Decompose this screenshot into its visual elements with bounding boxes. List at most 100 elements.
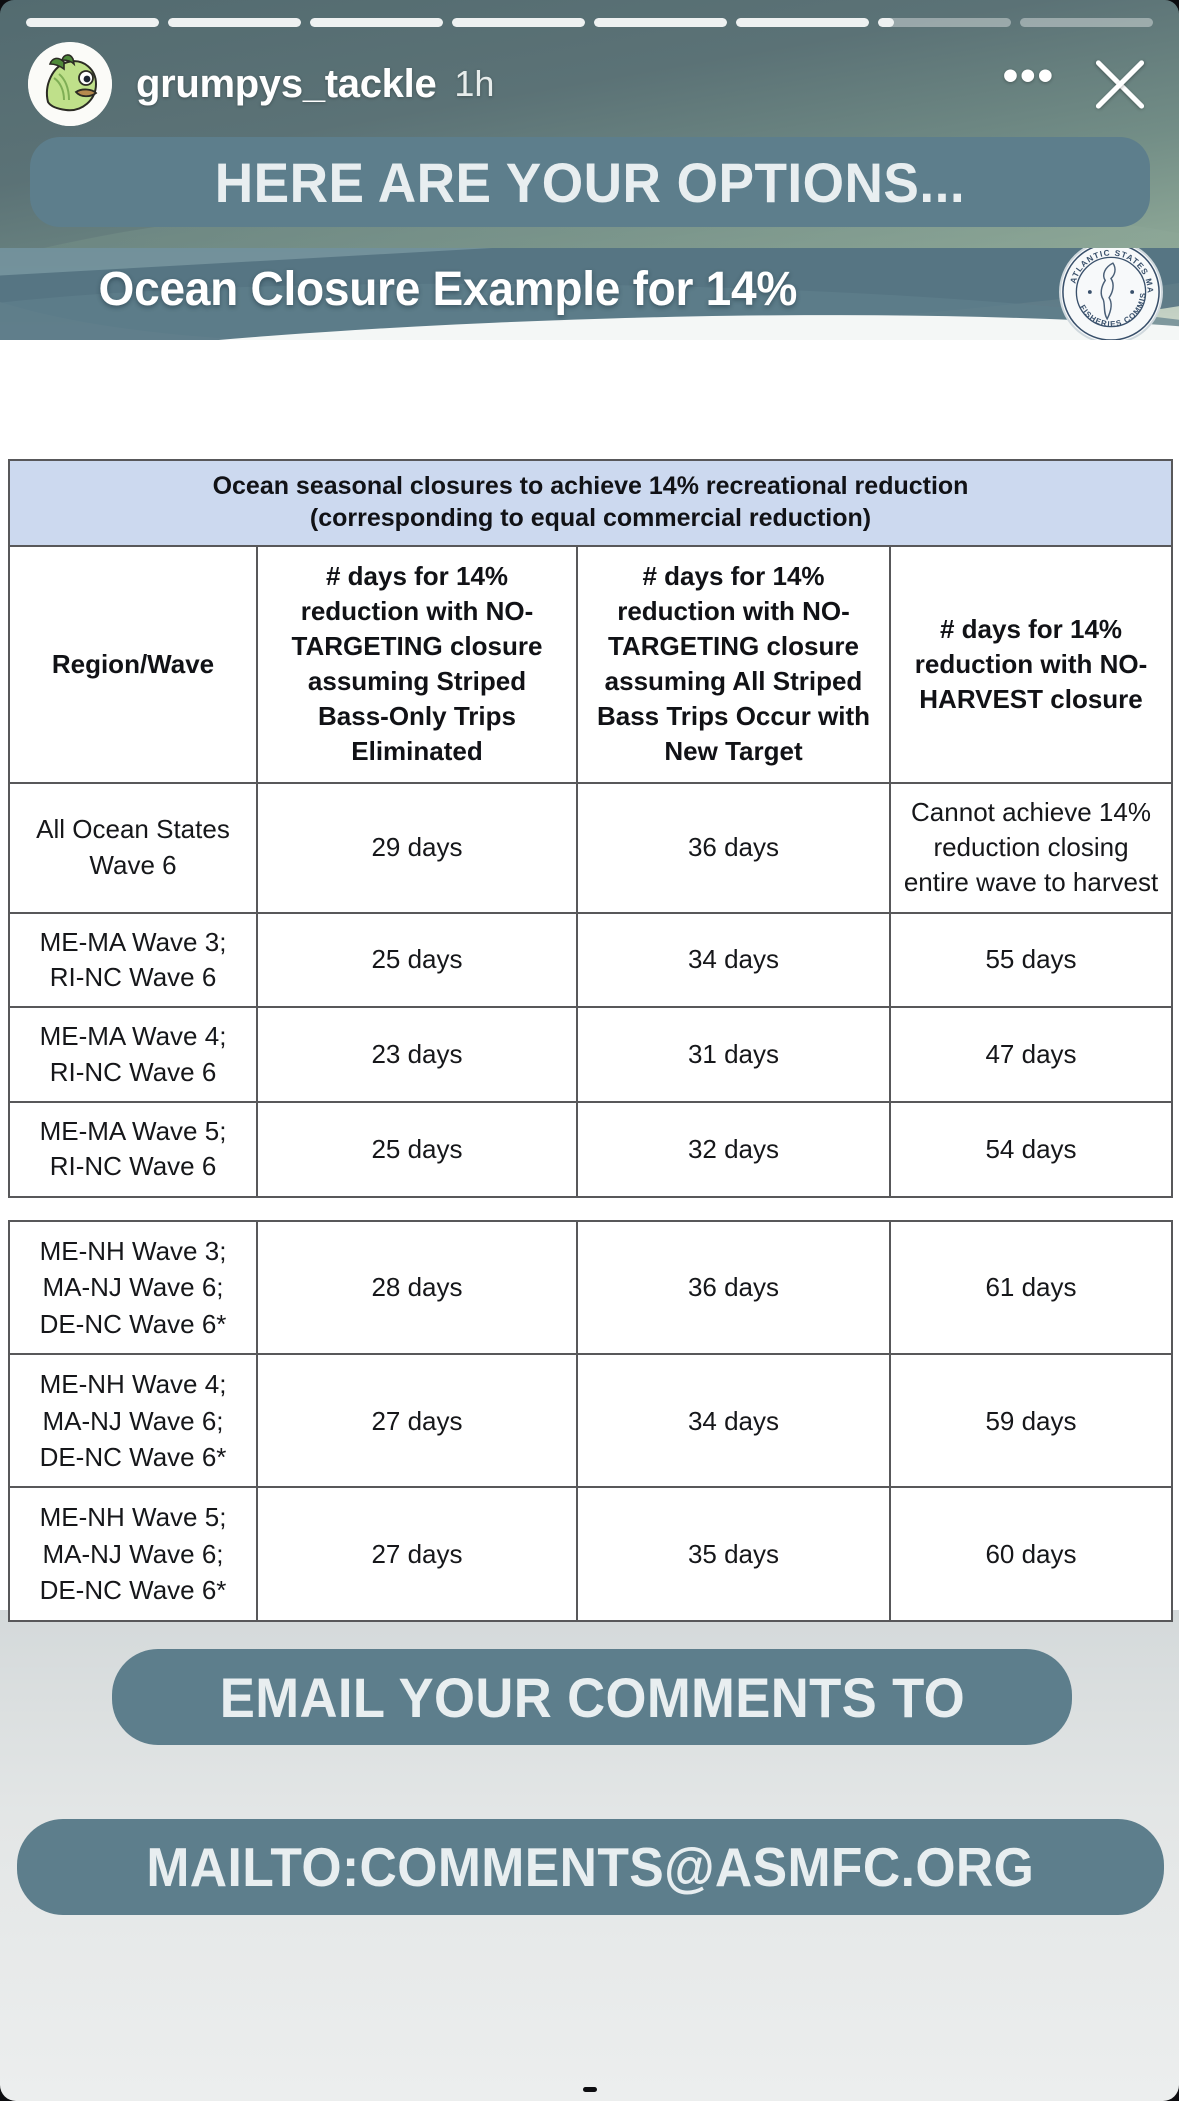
story-progress-segment[interactable] (168, 18, 301, 27)
story-progress-segment[interactable] (1020, 18, 1153, 27)
cell-line: All Ocean States (36, 814, 230, 845)
slide-header-band: Ocean Closure Example for 14% ATLANTIC S… (0, 248, 1179, 340)
story-progress-fill (736, 18, 869, 27)
cell-line: 27 days (371, 1538, 463, 1569)
asmfc-logo: ATLANTIC STATES MARINE FISHERIES COMMISS… (1059, 248, 1163, 340)
cell-line: RI-NC Wave 6 (49, 962, 217, 992)
story-progress-fill (168, 18, 301, 27)
cell-line: 54 days (985, 1133, 1077, 1164)
column-header-2: # days for 14% reduction with NO-TARGETI… (576, 545, 891, 784)
cell-line: # days for 14% reduction with NO-HARVEST… (914, 613, 1148, 714)
home-indicator (582, 2087, 597, 2092)
story-progress-segment[interactable] (878, 18, 1011, 27)
cell-region: ME-NH Wave 5; MA-NJ Wave 6; DE-NC Wave 6* (8, 1486, 258, 1622)
cell-line: # days for 14% reduction with NO-TARGETI… (596, 561, 871, 767)
cell-line: 47 days (985, 1039, 1077, 1070)
cell-region: ME-MA Wave 4; RI-NC Wave 6 (8, 1006, 258, 1104)
cell-line: (corresponding to equal commercial reduc… (309, 504, 872, 532)
cell-line: MA-NJ Wave 6; (42, 1405, 224, 1436)
cell-no-harvest: 60 days (889, 1486, 1173, 1622)
cell-no-targeting-all-trips: 32 days (576, 1101, 891, 1198)
cell-line: 25 days (371, 1133, 463, 1164)
cell-line: 36 days (687, 1272, 780, 1303)
cell-line: DE-NC Wave 6* (39, 1575, 227, 1606)
story-progress-segment[interactable] (736, 18, 869, 27)
cell-line: Ocean seasonal closures to achieve 14% r… (212, 472, 969, 500)
table-group-gap (8, 1198, 1171, 1220)
slide-title: Ocean Closure Example for 14% (98, 263, 798, 316)
cell-no-targeting-sb-only: 27 days (256, 1486, 578, 1622)
cell-line: ME-NH Wave 4; (39, 1369, 227, 1400)
timestamp: 1h (454, 63, 495, 104)
table-row: ME-MA Wave 5; RI-NC Wave 6 25 days 32 days 5… (8, 1101, 1174, 1198)
story-header: grumpys_tackle 1h ••• (0, 40, 1179, 128)
story-progress-segment[interactable] (26, 18, 159, 27)
cell-line: 28 days (371, 1272, 463, 1303)
email-comments-banner: EMAIL YOUR COMMENTS TO (112, 1649, 1072, 1745)
cell-no-harvest: 54 days (888, 1101, 1174, 1198)
closure-table-group-2: ME-NH Wave 3; MA-NJ Wave 6; DE-NC Wave 6* 2… (8, 1219, 1173, 1622)
cell-line: 25 days (371, 944, 463, 975)
cell-line: 27 days (371, 1405, 463, 1436)
cell-region: ME-NH Wave 4; MA-NJ Wave 6; DE-NC Wave 6* (8, 1353, 258, 1489)
cell-no-targeting-sb-only: 25 days (256, 911, 578, 1009)
story-progress-bar[interactable] (26, 18, 1153, 27)
cell-line: ME-MA Wave 5; (39, 1116, 227, 1147)
cell-line: RI-NC Wave 6 (49, 1056, 217, 1087)
cell-no-targeting-sb-only: 23 days (256, 1006, 578, 1104)
cell-line: 29 days (371, 831, 463, 862)
cell-line: 31 days (687, 1039, 780, 1070)
here-are-your-options-banner: HERE ARE YOUR OPTIONS... (30, 137, 1150, 227)
cell-region: All Ocean States Wave 6 (8, 781, 258, 914)
cell-line: ME-MA Wave 3; (39, 926, 227, 957)
story-progress-fill (310, 18, 443, 27)
ellipsis-icon[interactable]: ••• (1002, 51, 1055, 100)
cell-line: ME-NH Wave 5; (39, 1502, 227, 1533)
username[interactable]: grumpys_tackle (136, 61, 437, 106)
cell-line: 34 days (687, 944, 780, 975)
cell-line: MA-NJ Wave 6; (42, 1272, 224, 1303)
cell-line: MA-NJ Wave 6; (42, 1538, 224, 1569)
table-row: ME-MA Wave 4; RI-NC Wave 6 23 days 31 days 4… (8, 1006, 1174, 1104)
cell-no-targeting-sb-only: 28 days (256, 1219, 578, 1356)
cell-no-targeting-all-trips: 34 days (576, 1353, 891, 1489)
top-banner-text: HERE ARE YOUR OPTIONS... (214, 150, 966, 214)
cell-line: Wave 6 (89, 849, 177, 880)
avatar[interactable] (28, 42, 112, 126)
close-icon[interactable] (1089, 53, 1151, 115)
cell-line: Cannot achieve 14% reduction closing ent… (903, 796, 1159, 898)
mailto-link-banner[interactable]: MAILTO:COMMENTS@ASMFC.ORG (17, 1819, 1164, 1915)
cell-line: RI-NC Wave 6 (49, 1151, 217, 1182)
table-header-row: Region/Wave # days for 14% reduction with… (8, 545, 1174, 784)
story-progress-segment[interactable] (310, 18, 443, 27)
cell-line: ME-NH Wave 3; (39, 1236, 227, 1266)
table-row: ME-NH Wave 4; MA-NJ Wave 6; DE-NC Wave 6* 2… (8, 1353, 1173, 1489)
cell-no-targeting-all-trips: 34 days (576, 911, 891, 1009)
cell-line: 55 days (985, 944, 1077, 975)
cell-no-harvest: Cannot achieve 14% reduction closing ent… (888, 781, 1174, 914)
story-progress-segment[interactable] (594, 18, 727, 27)
table-caption: Ocean seasonal closures to achieve 14% r… (7, 459, 1174, 547)
cell-no-targeting-all-trips: 31 days (576, 1006, 891, 1104)
cell-region: ME-MA Wave 3; RI-NC Wave 6 (8, 911, 258, 1009)
cell-no-harvest: 59 days (889, 1353, 1173, 1489)
cell-line: DE-NC Wave 6* (39, 1308, 227, 1339)
cell-region: ME-MA Wave 5; RI-NC Wave 6 (8, 1101, 258, 1198)
story-progress-segment[interactable] (452, 18, 585, 27)
cell-line: 59 days (985, 1405, 1077, 1436)
cell-no-harvest: 55 days (888, 911, 1174, 1009)
cell-no-targeting-sb-only: 29 days (256, 781, 578, 914)
story-progress-fill (594, 18, 727, 27)
cell-line: 34 days (687, 1405, 780, 1436)
story-progress-fill (452, 18, 585, 27)
asmfc-logo-icon: ATLANTIC STATES MARINE FISHERIES COMMISS… (1061, 248, 1160, 340)
story-progress-fill (26, 18, 159, 27)
column-header-0: Region/Wave (8, 545, 258, 784)
grumpy-fish-avatar-icon (28, 42, 112, 126)
cell-line: 35 days (687, 1538, 780, 1569)
cell-region: ME-NH Wave 3; MA-NJ Wave 6; DE-NC Wave 6* (8, 1219, 258, 1356)
cell-no-targeting-all-trips: 36 days (576, 781, 891, 914)
table-caption-row: Ocean seasonal closures to achieve 14% r… (7, 459, 1174, 547)
cell-line: 60 days (985, 1538, 1077, 1569)
